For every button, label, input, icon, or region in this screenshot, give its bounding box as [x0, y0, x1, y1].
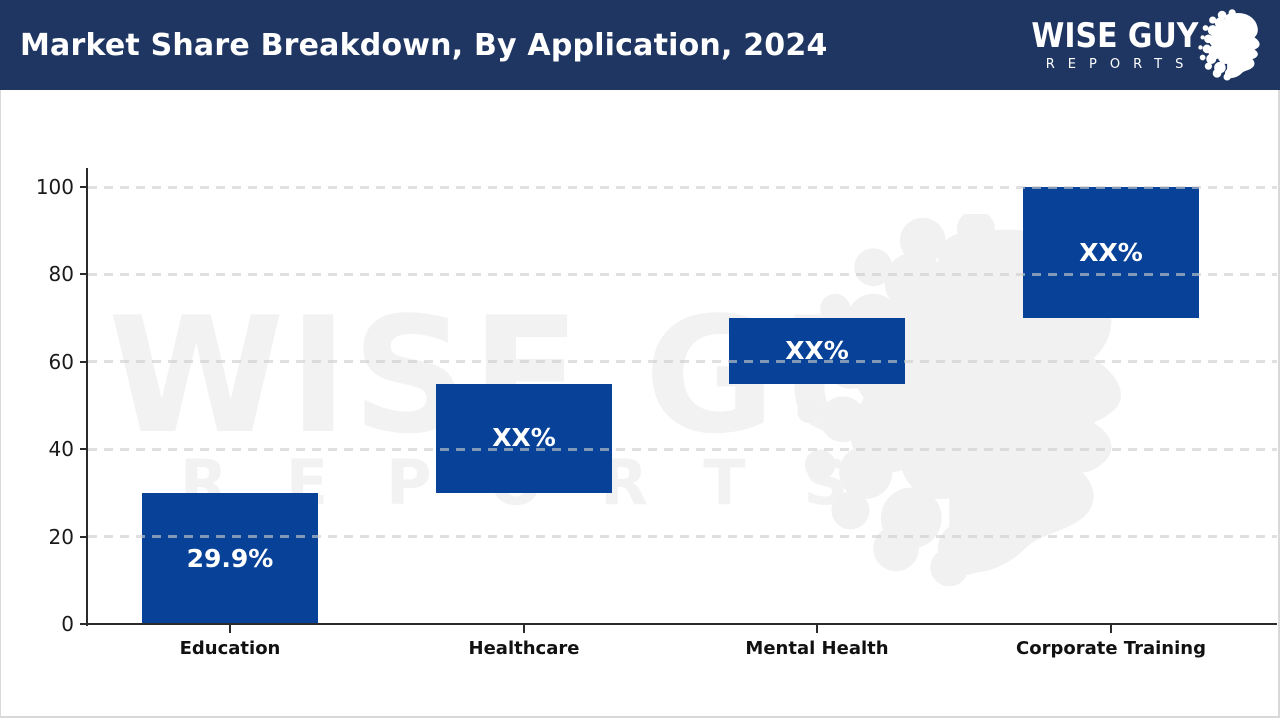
bar-education	[142, 493, 318, 624]
bar-mental-health	[729, 318, 905, 384]
y-tick-label-80: 80	[48, 262, 74, 287]
y-tick-label-100: 100	[35, 175, 74, 199]
y-tick-label-40: 40	[48, 437, 74, 462]
gridline-100	[88, 185, 1277, 189]
header: Market Share Breakdown, By Application, …	[0, 0, 1280, 90]
y-tick-80	[80, 273, 88, 276]
gridline-20	[88, 535, 1277, 539]
frame-left-border	[0, 90, 1, 718]
y-tick-40	[80, 448, 88, 451]
page-title: Market Share Breakdown, By Application, …	[20, 27, 828, 63]
x-axis-line	[86, 623, 1277, 625]
gridline-80	[88, 272, 1277, 276]
logo-subtext: REPORTS	[1045, 57, 1197, 72]
y-tick-20	[80, 535, 88, 538]
x-tick-healthcare	[523, 624, 525, 633]
bar-value-label-healthcare: XX%	[492, 423, 556, 453]
x-category-label-education: Education	[179, 638, 281, 659]
bar-healthcare	[436, 383, 612, 493]
x-category-label-healthcare: Healthcare	[468, 638, 580, 659]
frame-right-border	[1278, 90, 1280, 718]
y-tick-100	[80, 186, 88, 188]
x-tick-corporate-training	[1110, 624, 1112, 633]
bar-value-label-mental-health: XX%	[785, 335, 849, 365]
y-tick-label-20: 20	[48, 524, 74, 549]
y-tick-60	[80, 360, 88, 363]
y-axis-line	[86, 168, 88, 626]
y-tick-label-60: 60	[48, 349, 74, 374]
bar-value-label-education: 29.9%	[186, 543, 274, 573]
bar-corporate-training	[1023, 187, 1199, 319]
x-tick-education	[229, 624, 231, 633]
gridline-60	[88, 360, 1277, 364]
x-category-label-corporate-training: Corporate Training	[1016, 638, 1206, 659]
frame-bottom-border	[0, 716, 1280, 718]
wise-guy-head-icon	[1198, 9, 1260, 81]
logo-text: WISE GUY REPORTS	[1020, 19, 1210, 71]
gridline-40	[88, 447, 1277, 451]
logo-wordmark: WISE GUY	[1031, 16, 1199, 56]
y-tick-label-0: 0	[61, 612, 74, 636]
wise-guy-logo: WISE GUY REPORTS	[1020, 4, 1266, 86]
y-tick-0	[80, 623, 88, 625]
x-tick-mental-health	[816, 624, 818, 633]
x-category-label-mental-health: Mental Health	[745, 638, 889, 659]
bar-value-label-corporate-training: XX%	[1079, 237, 1143, 267]
